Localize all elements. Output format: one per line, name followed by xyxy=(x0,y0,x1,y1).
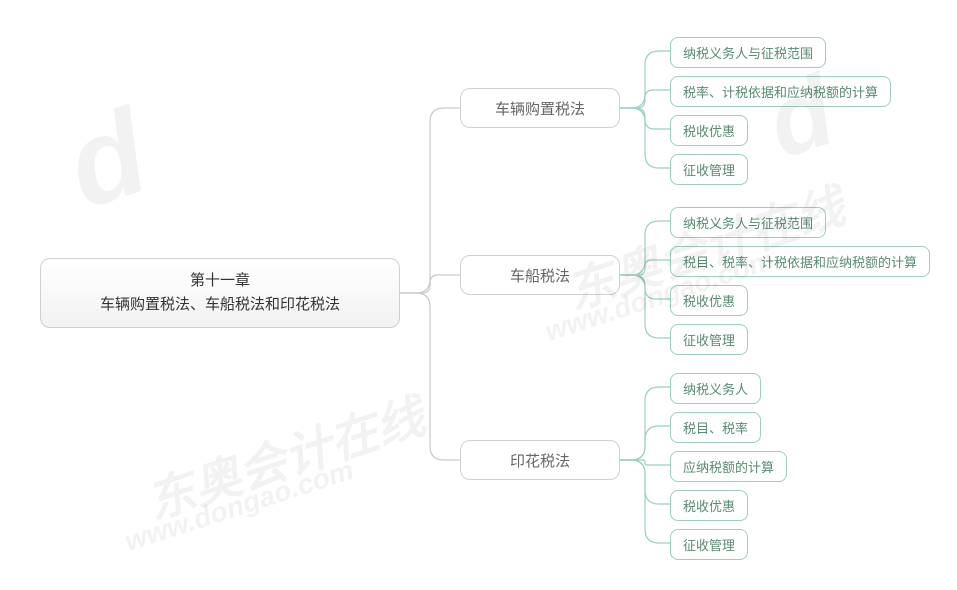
branch-node: 车辆购置税法 xyxy=(460,88,620,128)
leaf-node: 纳税义务人 xyxy=(670,373,761,404)
leaf-node: 税目、税率 xyxy=(670,412,761,443)
leaf-node: 税收优惠 xyxy=(670,285,748,316)
root-title: 第十一章 xyxy=(100,269,340,293)
leaf-node: 税收优惠 xyxy=(670,490,748,521)
root-subtitle: 车辆购置税法、车船税法和印花税法 xyxy=(100,293,340,317)
leaf-node: 纳税义务人与征税范围 xyxy=(670,37,826,68)
watermark: d xyxy=(50,82,162,236)
leaf-node: 纳税义务人与征税范围 xyxy=(670,207,826,238)
watermark: 东奥会计在线 xyxy=(136,377,432,533)
leaf-node: 税目、税率、计税依据和应纳税额的计算 xyxy=(670,246,930,277)
branch-node: 车船税法 xyxy=(460,255,620,295)
branch-node: 印花税法 xyxy=(460,440,620,480)
leaf-node: 征收管理 xyxy=(670,154,748,185)
leaf-node: 税率、计税依据和应纳税额的计算 xyxy=(670,76,891,107)
leaf-node: 征收管理 xyxy=(670,324,748,355)
watermark: d xyxy=(754,53,848,181)
root-node: 第十一章 车辆购置税法、车船税法和印花税法 xyxy=(40,258,400,328)
leaf-node: 税收优惠 xyxy=(670,115,748,146)
leaf-node: 征收管理 xyxy=(670,529,748,560)
leaf-node: 应纳税额的计算 xyxy=(670,451,787,482)
watermark: www.dongao.com xyxy=(121,454,358,558)
